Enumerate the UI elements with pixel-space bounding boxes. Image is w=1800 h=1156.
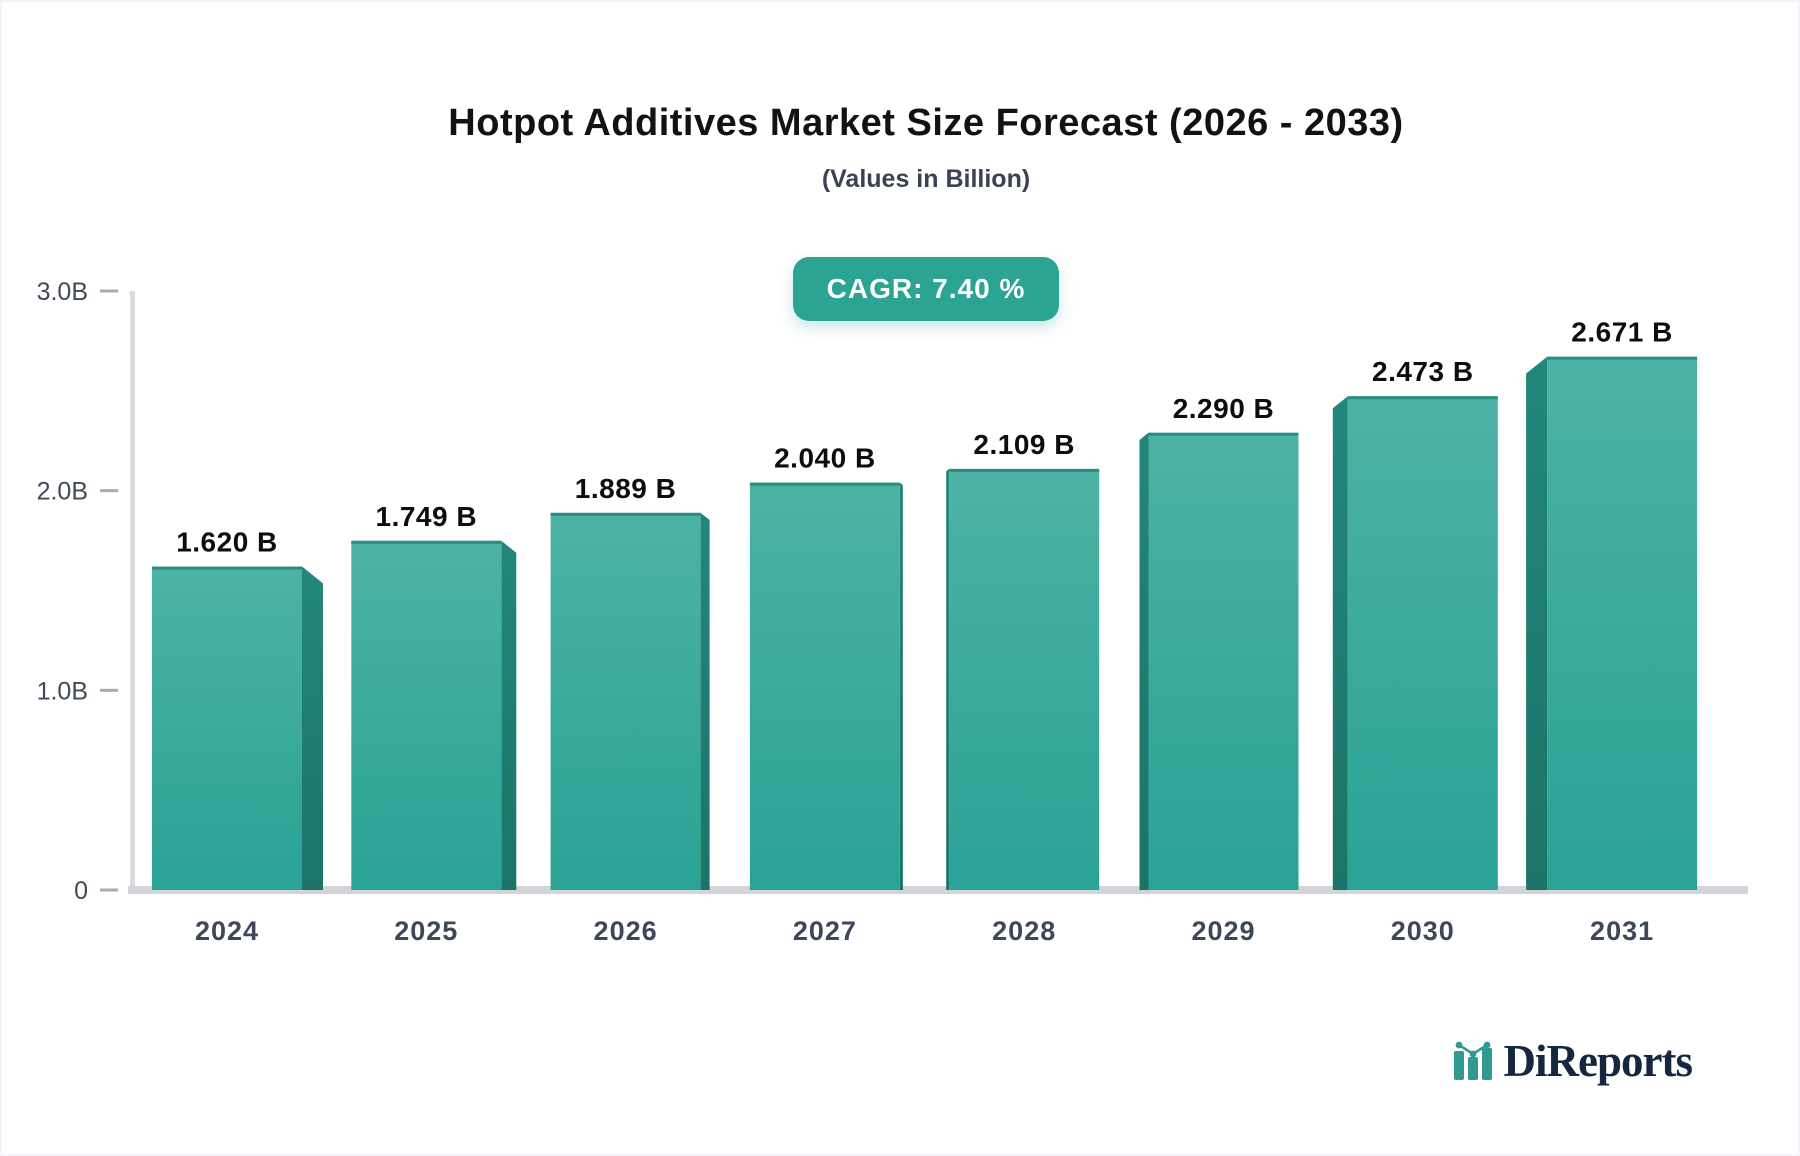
logo-text: DiReports xyxy=(1503,1036,1693,1087)
chart-subtitle: (Values in Billion) xyxy=(821,165,1031,193)
bar-value-label: 2.473 B xyxy=(1372,356,1474,387)
y-tick-label: 1.0B xyxy=(37,677,88,705)
bar-group: 2.109 B 2028 xyxy=(946,429,1100,946)
bar-value-label: 2.671 B xyxy=(1571,317,1673,348)
bar-face xyxy=(1347,396,1498,890)
x-axis-line xyxy=(128,886,1748,894)
bar-top-edge xyxy=(949,468,1100,472)
bar-side-3d xyxy=(1332,396,1348,890)
x-axis-label: 2027 xyxy=(793,916,857,946)
bar-face xyxy=(949,468,1100,890)
y-tick-label: 3.0B xyxy=(37,278,88,306)
bar-face xyxy=(749,482,900,890)
bar-top-edge xyxy=(550,512,701,516)
bar-value-label: 2.290 B xyxy=(1173,393,1275,424)
bar-top-edge xyxy=(1547,356,1698,360)
bar-group: 1.889 B 2026 xyxy=(550,473,710,946)
y-tick-dash xyxy=(100,688,118,692)
bar-face xyxy=(550,512,701,890)
bar-side-3d xyxy=(700,512,710,890)
bar-side-3d xyxy=(1526,356,1548,891)
y-tick-dash xyxy=(100,289,118,293)
bar-side-3d xyxy=(501,540,517,890)
bar-face xyxy=(1547,356,1698,891)
bar-value-label: 2.040 B xyxy=(774,443,876,474)
bar-value-label: 2.109 B xyxy=(973,429,1075,460)
chart-title: Hotpot Additives Market Size Forecast (2… xyxy=(448,102,1404,144)
y-axis-line xyxy=(130,291,135,890)
bar-value-label: 1.749 B xyxy=(376,501,478,532)
x-axis-label: 2024 xyxy=(195,916,259,946)
bar-face xyxy=(1148,432,1299,890)
bar-group: 1.749 B 2025 xyxy=(351,501,517,946)
bar-value-label: 1.889 B xyxy=(575,473,677,504)
x-axis-label: 2029 xyxy=(1191,916,1255,946)
y-tick-dash xyxy=(100,489,118,493)
bar-top-edge xyxy=(152,566,302,570)
bar-top-edge xyxy=(1148,432,1299,436)
x-axis-label: 2028 xyxy=(992,916,1056,946)
cagr-badge-row: CAGR: 7.40 % xyxy=(50,257,1798,321)
bar-top-edge xyxy=(1347,396,1498,400)
direports-logo: DiReports xyxy=(1453,1036,1693,1087)
y-tick-label: 2.0B xyxy=(37,478,88,506)
bar-group: 1.620 B 2024 xyxy=(152,527,323,946)
x-axis-label: 2025 xyxy=(394,916,458,946)
x-axis-label: 2026 xyxy=(594,916,658,946)
bar-face xyxy=(152,566,302,890)
bar-group: 2.040 B 2027 xyxy=(749,443,903,946)
bar-side-3d xyxy=(1139,432,1149,890)
bar-group: 2.290 B 2029 xyxy=(1139,393,1299,946)
bar-face xyxy=(351,540,502,890)
logo-bars xyxy=(1453,1048,1492,1080)
bar-top-edge xyxy=(351,540,502,544)
y-tick-label: 0 xyxy=(74,877,88,905)
y-tick-dash xyxy=(100,888,118,892)
cagr-badge: CAGR: 7.40 % xyxy=(792,257,1060,321)
x-axis-label: 2031 xyxy=(1590,916,1654,946)
bar-value-label: 1.620 B xyxy=(176,527,278,558)
bar-top-edge xyxy=(749,482,900,486)
bar-group: 2.473 B 2030 xyxy=(1332,356,1498,946)
mini-bar-chart-icon xyxy=(1453,1041,1492,1080)
bar-side-3d xyxy=(946,468,950,890)
bar-side-3d xyxy=(302,566,323,890)
x-axis-label: 2030 xyxy=(1391,916,1455,946)
bar-group: 2.671 B 2031 xyxy=(1526,317,1698,946)
bar-side-3d xyxy=(899,482,903,890)
